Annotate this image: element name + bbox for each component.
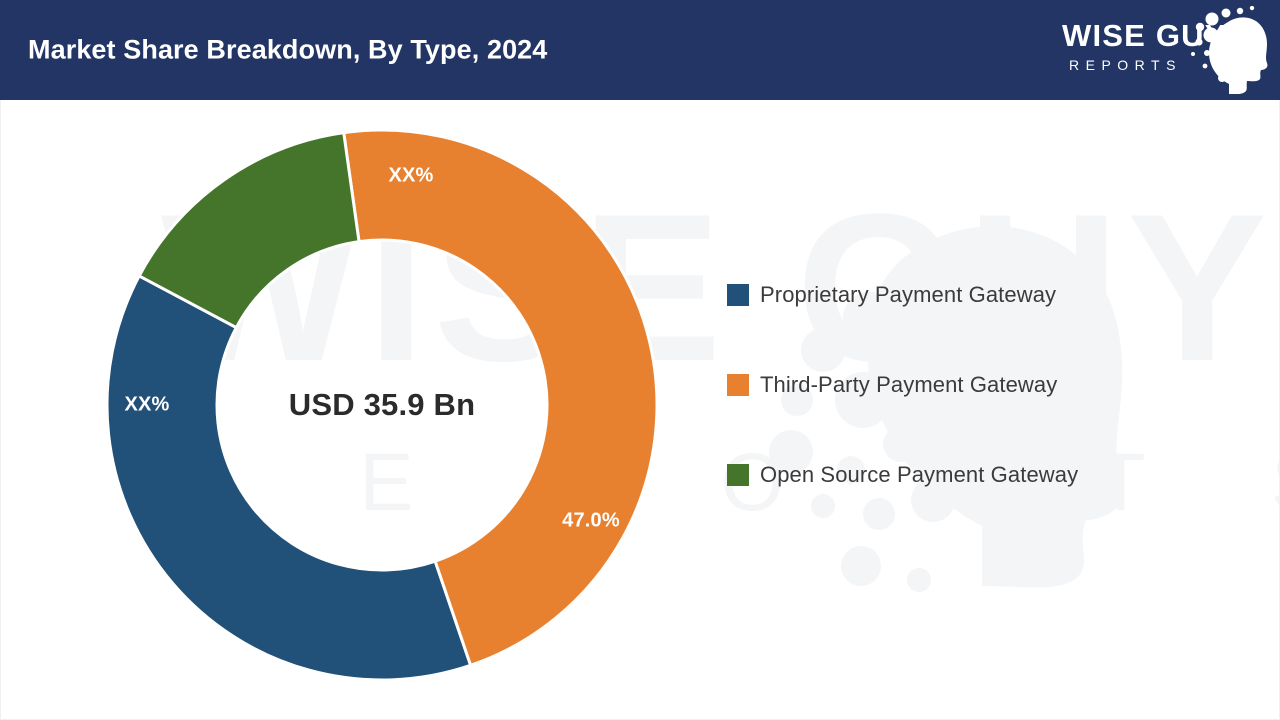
- legend-item-third-party[interactable]: Third-Party Payment Gateway: [727, 340, 1197, 430]
- legend-swatch-icon: [727, 284, 749, 306]
- legend-item-label: Third-Party Payment Gateway: [760, 372, 1058, 397]
- legend-item-label: Proprietary Payment Gateway: [760, 282, 1057, 307]
- logo-wordmark-line1: WISE GUY: [1062, 18, 1227, 53]
- logo-wordmark-line2: REPORTS: [1069, 57, 1182, 73]
- chart-legend: Proprietary Payment Gateway Third-Party …: [727, 250, 1197, 520]
- legend-swatch-icon: [727, 374, 749, 396]
- donut-slices: [105, 128, 659, 682]
- logo-head-profile-icon: [1191, 6, 1268, 94]
- slice-label-third-party: 47.0%: [562, 509, 620, 532]
- legend-swatch-icon: [727, 464, 749, 486]
- donut-slice-2[interactable]: [137, 130, 361, 330]
- legend-item-open-source[interactable]: Open Source Payment Gateway: [727, 430, 1197, 520]
- donut-chart: USD 35.9 Bn XX% 47.0% XX%: [1, 100, 761, 719]
- header-bar: Market Share Breakdown, By Type, 2024 WI…: [0, 0, 1280, 100]
- legend-item-proprietary[interactable]: Proprietary Payment Gateway: [727, 250, 1197, 340]
- donut-slice-0[interactable]: [105, 273, 473, 682]
- legend-item-label: Open Source Payment Gateway: [760, 462, 1079, 487]
- page-title: Market Share Breakdown, By Type, 2024: [28, 34, 548, 65]
- donut-center-label: USD 35.9 Bn: [288, 387, 476, 422]
- chart-canvas: WISE GUY R E P O R T S USD 35.9 Bn XX% 4…: [0, 100, 1280, 720]
- slice-label-proprietary: XX%: [124, 393, 170, 416]
- donut-slice-1[interactable]: [342, 128, 659, 668]
- wise-guy-reports-logo: WISE GUY REPORTS: [1060, 6, 1274, 94]
- slice-label-open-source: XX%: [388, 164, 434, 187]
